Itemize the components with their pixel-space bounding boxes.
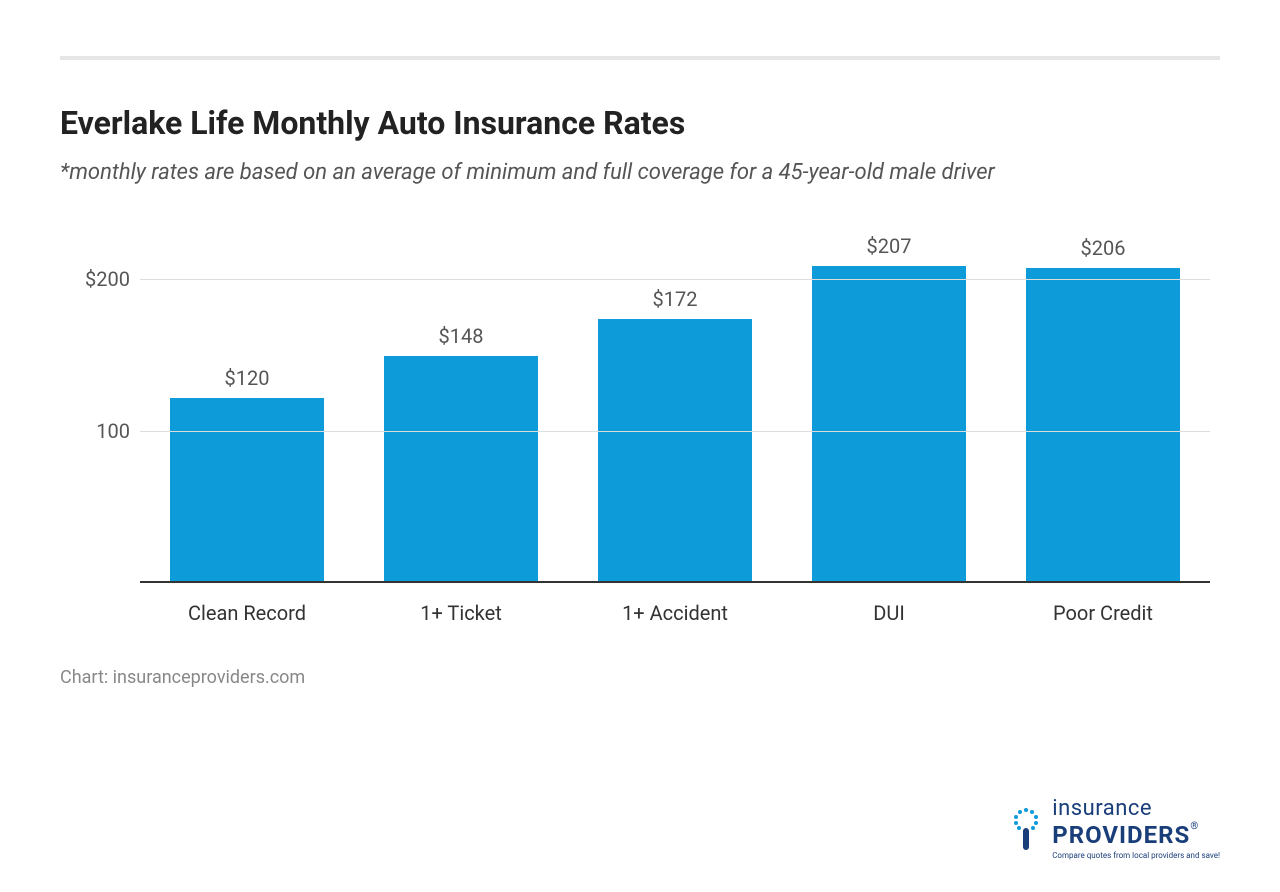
bar (598, 319, 752, 581)
chart-title: Everlake Life Monthly Auto Insurance Rat… (60, 104, 1220, 142)
bar (384, 356, 538, 581)
x-axis-labels: Clean Record1+ Ticket1+ AccidentDUIPoor … (140, 601, 1210, 625)
bars-container: $120 $148 $172 $207 $206 (140, 233, 1210, 581)
gridline (140, 431, 1210, 432)
bar-slot: $207 (782, 233, 996, 581)
gridline (140, 279, 1210, 280)
y-tick-label: 100 (60, 419, 130, 443)
logo-word-providers: PROVIDERS (1052, 821, 1190, 849)
bar-value-label: $148 (439, 324, 484, 348)
bar-slot: $148 (354, 233, 568, 581)
chart-area: $120 $148 $172 $207 $206 100 $200 Clean Recor… (60, 233, 1220, 633)
x-axis-label: 1+ Accident (568, 601, 782, 625)
bar-value-label: $207 (867, 234, 912, 258)
x-axis-label: DUI (782, 601, 996, 625)
bar-slot: $172 (568, 233, 782, 581)
bar-slot: $206 (996, 233, 1210, 581)
bar-value-label: $172 (653, 287, 698, 311)
y-tick-label: $200 (60, 267, 130, 291)
brand-logo: insurance PROVIDERS® Compare quotes from… (1010, 796, 1220, 860)
chart-subtitle: *monthly rates are based on an average o… (60, 160, 1220, 185)
bar (1026, 268, 1180, 581)
bar-value-label: $120 (225, 366, 270, 390)
x-axis-label: Clean Record (140, 601, 354, 625)
logo-word-insurance: insurance (1052, 796, 1152, 821)
x-axis-label: Poor Credit (996, 601, 1210, 625)
bar (812, 266, 966, 581)
bar (170, 398, 324, 581)
top-divider (60, 56, 1220, 60)
logo-icon (1010, 806, 1046, 850)
x-axis-label: 1+ Ticket (354, 601, 568, 625)
chart-plot: $120$148$172$207$206 100$200 (140, 233, 1210, 583)
chart-source: Chart: insuranceproviders.com (60, 667, 1220, 688)
bar-value-label: $206 (1081, 236, 1126, 260)
bar-slot: $120 (140, 233, 354, 581)
logo-tagline: Compare quotes from local providers and … (1052, 851, 1220, 860)
